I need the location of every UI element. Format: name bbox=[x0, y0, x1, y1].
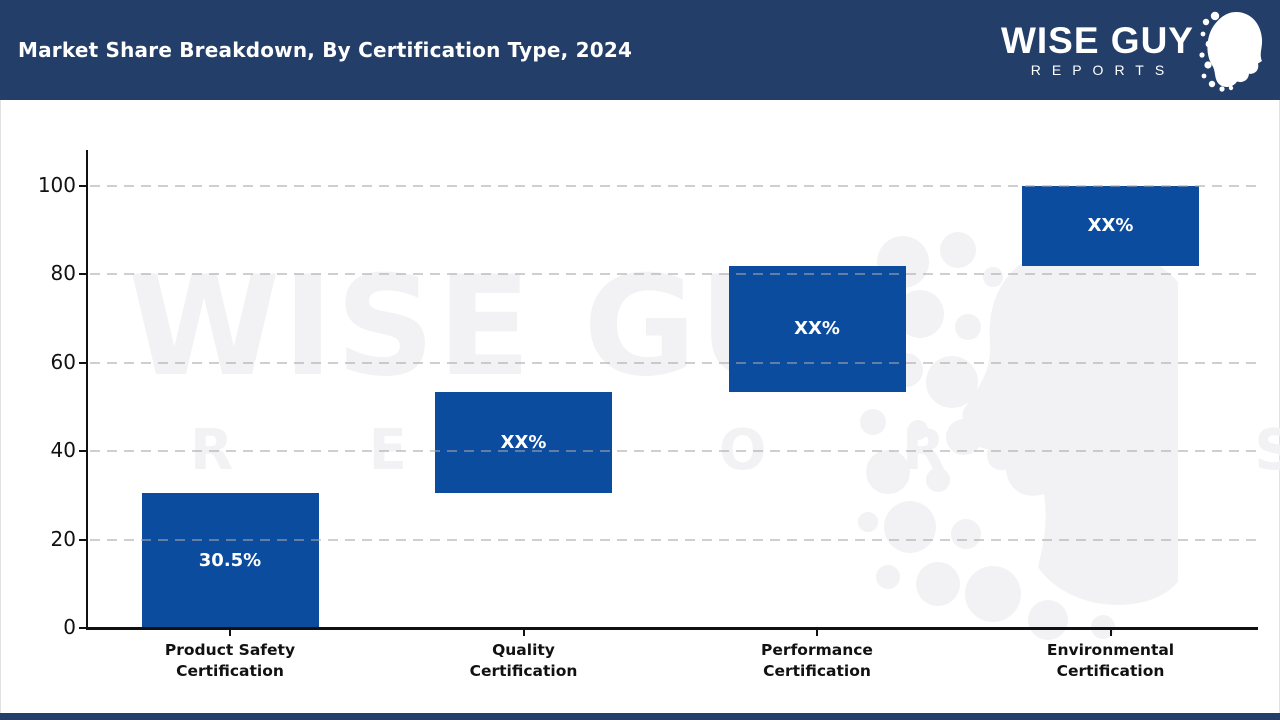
bar-value-label: 30.5% bbox=[198, 550, 262, 572]
chart-title: Market Share Breakdown, By Certification… bbox=[18, 38, 633, 62]
y-gridline bbox=[90, 450, 1257, 453]
y-tick-mark bbox=[79, 273, 86, 276]
x-axis-line bbox=[86, 627, 1258, 630]
y-tick-label: 60 bbox=[50, 349, 76, 374]
logo-line2: REPORTS bbox=[1030, 61, 1176, 78]
x-tick-mark bbox=[816, 630, 818, 636]
y-tick-label: 20 bbox=[50, 526, 76, 551]
category-label: Performance Certification bbox=[761, 641, 873, 680]
y-tick-label: 0 bbox=[63, 615, 76, 639]
bar: XX% bbox=[728, 265, 906, 392]
y-tick-label: 80 bbox=[50, 261, 76, 286]
y-tick-mark bbox=[79, 538, 86, 541]
logo-wordmark: WISE GUY REPORTS bbox=[1000, 20, 1194, 78]
category-label: Environmental Certification bbox=[1046, 641, 1175, 680]
y-tick-mark bbox=[79, 185, 86, 187]
bar-value-label: XX% bbox=[1087, 215, 1134, 237]
y-tick-mark bbox=[79, 627, 86, 629]
y-axis-line bbox=[86, 150, 88, 630]
x-tick-mark bbox=[1109, 630, 1112, 636]
x-tick-mark bbox=[229, 630, 231, 636]
header-bar: Market Share Breakdown, By Certification… bbox=[0, 0, 1280, 100]
category-label: Product Safety Certification bbox=[164, 641, 296, 680]
y-gridline bbox=[90, 273, 1257, 276]
watermark-line1: WISE GUY bbox=[128, 246, 915, 407]
footer-bar bbox=[0, 713, 1280, 720]
y-tick-mark bbox=[79, 361, 86, 364]
bar: XX% bbox=[435, 391, 612, 494]
logo-face-icon bbox=[1199, 11, 1263, 92]
wise-guy-logo: WISE GUY REPORTS bbox=[1001, 8, 1264, 92]
bar-value-label: XX% bbox=[794, 318, 840, 340]
bar: XX% bbox=[1022, 186, 1199, 266]
category-label: Quality Certification bbox=[469, 641, 578, 680]
y-tick-label: 40 bbox=[50, 438, 76, 463]
y-gridline bbox=[90, 185, 1257, 187]
logo-line1: WISE GUY bbox=[1000, 20, 1194, 62]
y-gridline bbox=[90, 361, 1257, 364]
y-tick-label: 100 bbox=[37, 173, 76, 197]
bar: 30.5% bbox=[141, 493, 319, 628]
bar-value-label: XX% bbox=[500, 431, 547, 453]
x-tick-mark bbox=[522, 630, 525, 636]
y-gridline bbox=[90, 538, 1257, 541]
y-tick-mark bbox=[79, 450, 86, 453]
